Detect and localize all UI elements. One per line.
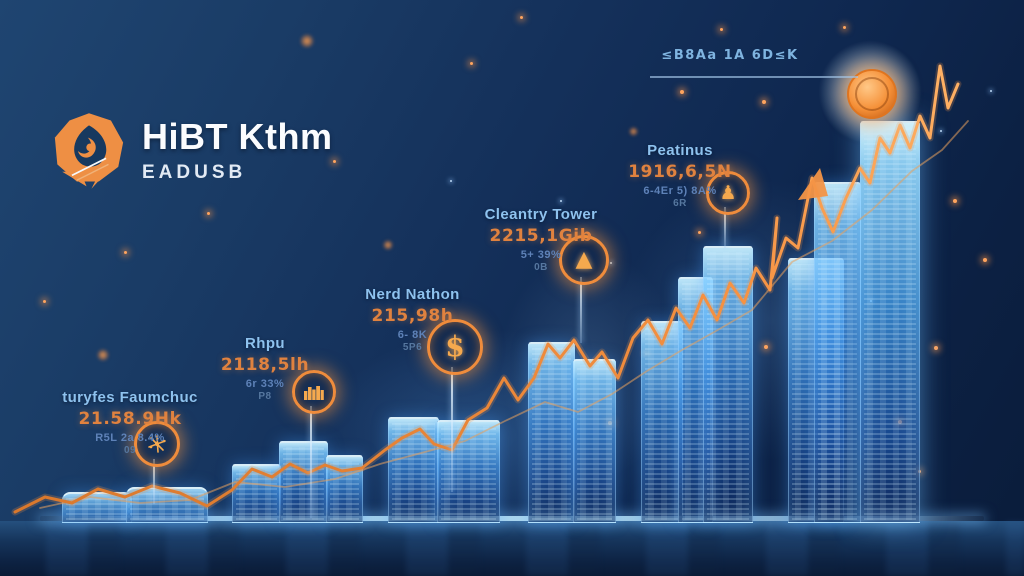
- station-name: Nerd Nathon: [365, 286, 460, 303]
- floor-baseline: [40, 516, 984, 521]
- station-subtext: 5+ 39%: [520, 249, 562, 261]
- bar-data-texture: [645, 327, 679, 520]
- floor-reflection: [0, 521, 1024, 576]
- station-name: Peatinus: [647, 142, 713, 159]
- station-name: turyfes Faumchuc: [62, 389, 198, 406]
- marker-ring: [292, 370, 336, 414]
- station-subtext2: 5P6: [402, 342, 423, 353]
- star: [680, 90, 684, 94]
- chart-bar: [814, 182, 861, 523]
- chart-bar: [573, 359, 616, 523]
- marker-stem: [310, 406, 312, 518]
- chart-bar: [326, 455, 363, 523]
- chart-bar: [528, 342, 575, 523]
- chart-bar: [703, 246, 753, 523]
- star: [333, 160, 336, 163]
- star: [124, 251, 127, 254]
- station-subtext2: 0B: [534, 262, 548, 273]
- chart-bar: [126, 487, 208, 523]
- logo: HiBT Kthm EADUSB: [50, 110, 332, 192]
- station-subtext2: 09: [123, 445, 137, 456]
- bar-data-texture: [130, 493, 204, 520]
- star: [698, 231, 701, 234]
- station-label-turyfes: turyfes Faumchuc 21.58.9Hk R5L 2a 8.4% 0…: [45, 389, 215, 456]
- star: [520, 16, 523, 19]
- star: [560, 200, 562, 202]
- station-subtext: R5L 2a 8.4%: [95, 432, 165, 444]
- star: [629, 127, 638, 136]
- bar-data-texture: [66, 498, 128, 520]
- station-subtext: 6- 8K: [397, 329, 428, 341]
- star: [207, 212, 210, 215]
- marker-ring: [134, 421, 180, 467]
- chart-bar: [232, 464, 281, 523]
- marker-stem: [724, 207, 726, 248]
- star: [940, 130, 942, 132]
- bar-data-texture: [330, 461, 359, 520]
- station-subtext: 6-4Er 5) 8A%: [643, 185, 717, 197]
- marker-ring: ▲: [559, 235, 609, 285]
- dollar-icon: $: [445, 330, 465, 363]
- station-label-nerd-nathon: Nerd Nathon 215,98h 6- 8K 5P6: [330, 286, 495, 353]
- star: [383, 240, 393, 250]
- star: [43, 300, 46, 303]
- star: [953, 199, 957, 203]
- brand-title: HiBT Kthm: [142, 115, 333, 157]
- bar-data-texture: [577, 365, 612, 520]
- chart-bar: [388, 417, 439, 523]
- bar-data-texture: [236, 470, 277, 520]
- station-label-cleantry-tower: Cleantry Tower 2215,1Gib 5+ 39% 0B: [456, 206, 626, 273]
- skyline-icon: [304, 386, 324, 400]
- station-value: 21.58.9Hk: [78, 409, 182, 429]
- figure-icon: ♟: [719, 181, 737, 204]
- marker-stem: [580, 277, 582, 343]
- star: [720, 28, 723, 31]
- star: [934, 346, 938, 350]
- star: [450, 180, 452, 182]
- logo-emblem: [54, 113, 124, 189]
- pyramid-icon: ▲: [575, 247, 593, 272]
- brand-subtitle: EADUSB: [142, 161, 247, 183]
- star: [97, 349, 109, 361]
- star: [300, 34, 314, 48]
- star: [983, 258, 987, 262]
- chart-bar: [62, 492, 132, 523]
- station-name: Cleantry Tower: [484, 206, 598, 223]
- bar-data-texture: [392, 423, 435, 520]
- burst-icon: [148, 435, 166, 453]
- star: [843, 26, 846, 29]
- star: [764, 345, 768, 349]
- bar-data-texture: [864, 127, 916, 520]
- chart-bar: [437, 420, 500, 523]
- marker-stem: [153, 459, 155, 504]
- station-value: 1916,6,5N: [628, 162, 732, 182]
- reflective-floor: [0, 521, 1024, 576]
- header-note-underline: [650, 76, 858, 78]
- marker-ring: $: [427, 319, 483, 375]
- star: [990, 90, 992, 92]
- station-value: 2215,1Gib: [489, 226, 593, 246]
- chart-bar: [279, 441, 328, 523]
- star: [762, 100, 766, 104]
- station-label-peatinus: Peatinus 1916,6,5N 6-4Er 5) 8A% 6R: [595, 142, 765, 209]
- chart-bar: [641, 321, 683, 523]
- marker-stem: [451, 367, 453, 492]
- bar-data-texture: [283, 447, 324, 520]
- station-value: 215,98h: [371, 306, 454, 326]
- bar-data-texture: [532, 348, 571, 520]
- header-note: ≤B8Aa 1A 6D≤K: [661, 48, 799, 63]
- station-value: 2118,5lh: [220, 355, 310, 375]
- chart-bar: [860, 121, 920, 523]
- station-subtext2: 6R: [673, 198, 687, 209]
- station-subtext: 6r 33%: [245, 378, 285, 390]
- bar-data-texture: [441, 426, 496, 520]
- station-label-rhpu: Rhpu 2118,5lh 6r 33% P8: [185, 335, 345, 402]
- bar-data-texture: [707, 252, 749, 520]
- bar-data-texture: [818, 188, 857, 520]
- star: [470, 62, 473, 65]
- station-name: Rhpu: [245, 335, 285, 352]
- station-subtext2: P8: [258, 391, 272, 402]
- marker-ring: ♟: [706, 171, 750, 215]
